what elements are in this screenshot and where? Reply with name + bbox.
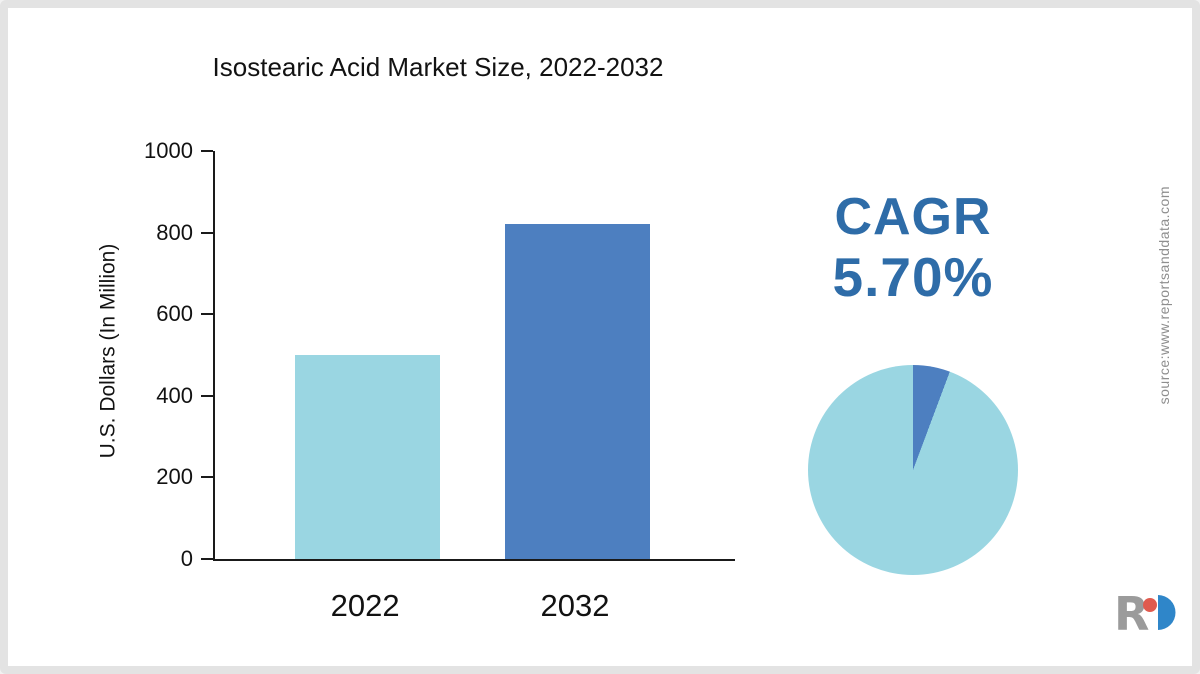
y-tick-label: 1000	[144, 138, 193, 163]
cagr-value: 5.70%	[832, 246, 994, 308]
x-tick-label: 2032	[540, 588, 610, 623]
y-tick-mark	[201, 476, 213, 479]
y-tick-label: 0	[180, 546, 193, 571]
reports-and-data-logo-graphic: R	[1114, 587, 1176, 641]
y-axis-title: U.S. Dollars (In Million)	[86, 143, 130, 559]
chart-title: Isostearic Acid Market Size, 2022-2032	[212, 52, 664, 82]
y-tick-label: 800	[156, 219, 193, 245]
cagr-label: CAGR	[834, 188, 992, 246]
logo-letter: R	[1114, 590, 1149, 638]
y-tick-mark	[201, 313, 213, 316]
reports-and-data-logo: R	[1114, 587, 1176, 641]
bar-2032	[504, 224, 650, 559]
logo-blue-half-disc	[1158, 595, 1176, 630]
bar-plot-area: 0 200 400 600 800 1000	[144, 140, 735, 570]
y-axis-title-text: U.S. Dollars (In Million)	[96, 243, 119, 459]
x-tick-label: 2022	[330, 588, 400, 623]
y-tick-mark	[201, 558, 213, 560]
bar-2022	[294, 355, 440, 559]
source-attribution: source:www.reportsanddata.com	[1156, 186, 1172, 405]
cagr-pie-chart	[808, 365, 1018, 575]
x-axis-labels: 2022 2032	[213, 588, 733, 632]
y-tick-label: 400	[156, 382, 193, 408]
cagr-block: CAGR 5.70%	[770, 188, 1056, 308]
y-tick-mark	[201, 150, 213, 152]
y-tick-mark	[201, 231, 213, 234]
y-tick-label: 200	[156, 464, 193, 490]
y-tick-label: 600	[156, 301, 193, 327]
logo-red-dot	[1143, 598, 1157, 612]
y-tick-mark	[201, 394, 213, 397]
